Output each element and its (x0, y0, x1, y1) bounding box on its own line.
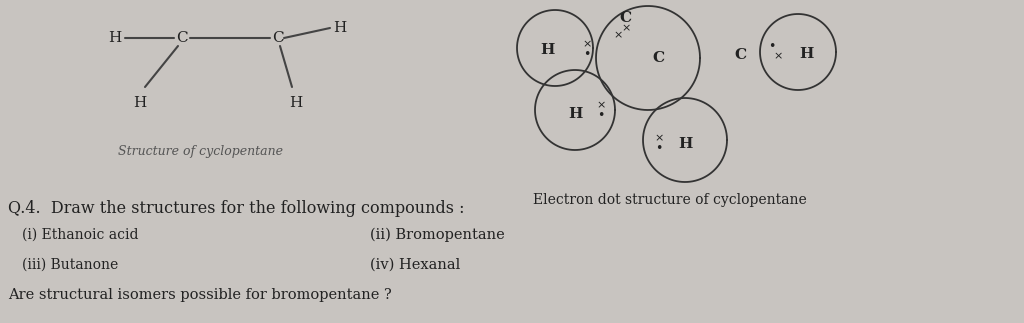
Text: H: H (540, 43, 554, 57)
Text: C: C (652, 51, 664, 65)
Text: ×: × (622, 23, 631, 33)
Text: C: C (176, 31, 187, 45)
Text: H: H (290, 96, 303, 110)
Text: H: H (133, 96, 146, 110)
Text: Structure of cyclopentane: Structure of cyclopentane (118, 145, 283, 158)
Text: (i) Ethanoic acid: (i) Ethanoic acid (22, 228, 138, 242)
Text: ×: × (773, 51, 782, 61)
Text: ×: × (583, 39, 592, 49)
Text: H: H (334, 21, 347, 35)
Text: ×: × (596, 100, 605, 110)
Text: H: H (109, 31, 122, 45)
Text: C: C (734, 48, 746, 62)
Text: (ii) Bromopentane: (ii) Bromopentane (370, 228, 505, 242)
Text: H: H (678, 137, 692, 151)
Text: H: H (568, 107, 583, 121)
Text: H: H (799, 47, 813, 61)
Text: Are structural isomers possible for bromopentane ?: Are structural isomers possible for brom… (8, 288, 392, 302)
Text: ×: × (654, 133, 664, 143)
Text: Q.4.  Draw the structures for the following compounds :: Q.4. Draw the structures for the followi… (8, 200, 465, 217)
Text: ×: × (613, 30, 623, 40)
Text: C: C (272, 31, 284, 45)
Text: •: • (584, 47, 591, 60)
Text: (iv) Hexanal: (iv) Hexanal (370, 258, 460, 272)
Text: •: • (655, 141, 663, 154)
Text: •: • (597, 109, 605, 121)
Text: Electron dot structure of cyclopentane: Electron dot structure of cyclopentane (534, 193, 807, 207)
Text: •: • (768, 39, 776, 53)
Text: C: C (618, 11, 631, 25)
Text: (iii) Butanone: (iii) Butanone (22, 258, 118, 272)
